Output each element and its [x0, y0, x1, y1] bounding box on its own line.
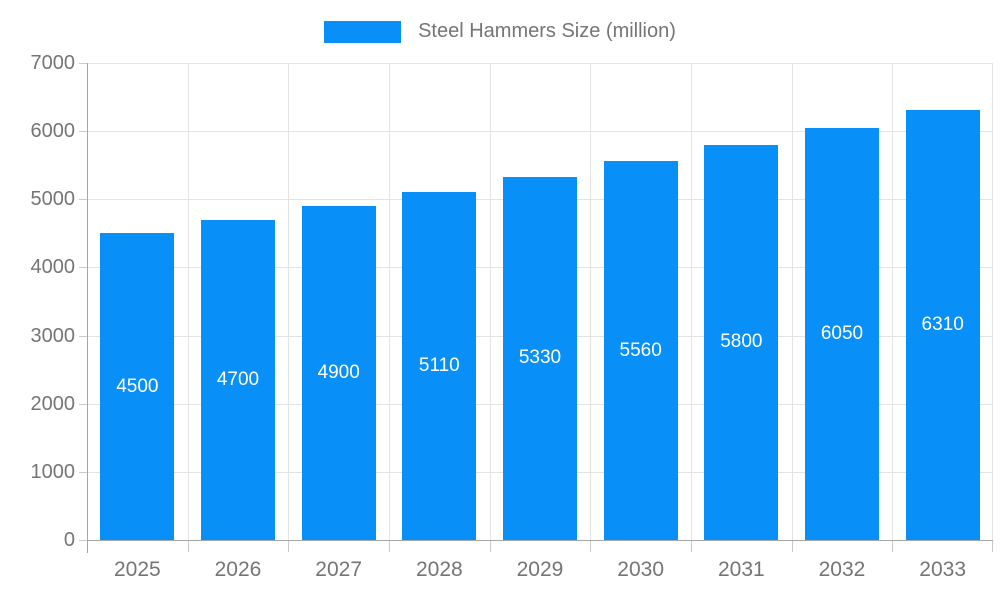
x-tick-label: 2028: [415, 558, 463, 581]
x-tick-label: 2032: [818, 558, 866, 581]
h-gridline: [87, 131, 993, 133]
v-gridline: [892, 63, 894, 540]
y-tick-label: 6000: [30, 120, 76, 143]
y-tick-label: 5000: [30, 188, 76, 211]
x-tick-mark: [992, 540, 993, 552]
x-tick-mark: [691, 540, 692, 552]
h-gridline: [87, 63, 993, 64]
v-gridline: [590, 63, 592, 540]
bar: [905, 110, 980, 540]
x-tick-label: 2027: [315, 558, 363, 581]
y-tick-mark: [79, 403, 87, 405]
x-tick-mark: [892, 540, 894, 552]
x-axis-line: [87, 540, 993, 541]
v-gridline: [791, 63, 793, 540]
y-tick-mark: [79, 335, 87, 337]
v-gridline: [288, 63, 290, 540]
y-tick-mark: [79, 540, 87, 541]
y-tick-label: 3000: [30, 324, 76, 347]
x-tick-label: 2031: [717, 558, 765, 581]
x-tick-label: 2025: [113, 558, 161, 581]
x-tick-mark: [187, 540, 189, 552]
y-tick-mark: [79, 471, 87, 473]
chart-legend: Steel Hammers Size (million): [0, 20, 1000, 43]
bar-value-label: 5560: [619, 339, 662, 361]
bar: [603, 161, 678, 540]
bar-value-label: 5800: [720, 331, 763, 353]
bar: [301, 206, 376, 540]
bar: [100, 233, 175, 540]
x-tick-mark: [389, 540, 390, 552]
bar-value-label: 4700: [216, 368, 260, 390]
v-gridline: [992, 63, 993, 540]
bar: [805, 127, 879, 540]
bar-value-label: 4500: [116, 375, 159, 397]
bar-value-label: 5330: [518, 347, 562, 369]
v-gridline: [489, 63, 491, 540]
x-tick-label: 2030: [617, 558, 665, 581]
bar-value-label: 5110: [418, 354, 460, 376]
y-tick-mark: [79, 267, 87, 269]
y-tick-label: 7000: [30, 52, 76, 74]
x-tick-label: 2033: [919, 558, 967, 581]
bar: [201, 219, 275, 540]
bar-value-label: 6050: [820, 322, 864, 344]
y-tick-mark: [79, 199, 87, 201]
bar: [402, 191, 477, 540]
legend-label[interactable]: Steel Hammers Size (million): [418, 20, 676, 42]
bar: [704, 144, 779, 540]
y-tick-label: 1000: [30, 460, 76, 483]
y-axis-line: [87, 63, 88, 553]
bar: [503, 176, 577, 540]
x-tick-mark: [791, 540, 793, 552]
y-tick-label: 2000: [30, 392, 76, 415]
y-tick-label: 0: [63, 529, 75, 551]
x-tick-mark: [288, 540, 290, 552]
v-gridline: [187, 63, 189, 540]
x-tick-mark: [489, 540, 491, 552]
bar-value-label: 4900: [317, 362, 360, 384]
x-tick-label: 2029: [516, 558, 564, 581]
y-tick-label: 4000: [30, 256, 76, 279]
bar-value-label: 6310: [921, 314, 964, 335]
x-tick-label: 2026: [214, 558, 262, 581]
v-gridline: [691, 63, 692, 540]
y-tick-mark: [79, 63, 87, 64]
v-gridline: [389, 63, 390, 540]
y-tick-mark: [79, 131, 87, 133]
legend-swatch-icon[interactable]: [324, 20, 402, 43]
plot-area: 4500 4700 4900 5110 5330 5560 5800 6050 6310: [87, 63, 993, 553]
x-tick-mark: [590, 540, 592, 552]
